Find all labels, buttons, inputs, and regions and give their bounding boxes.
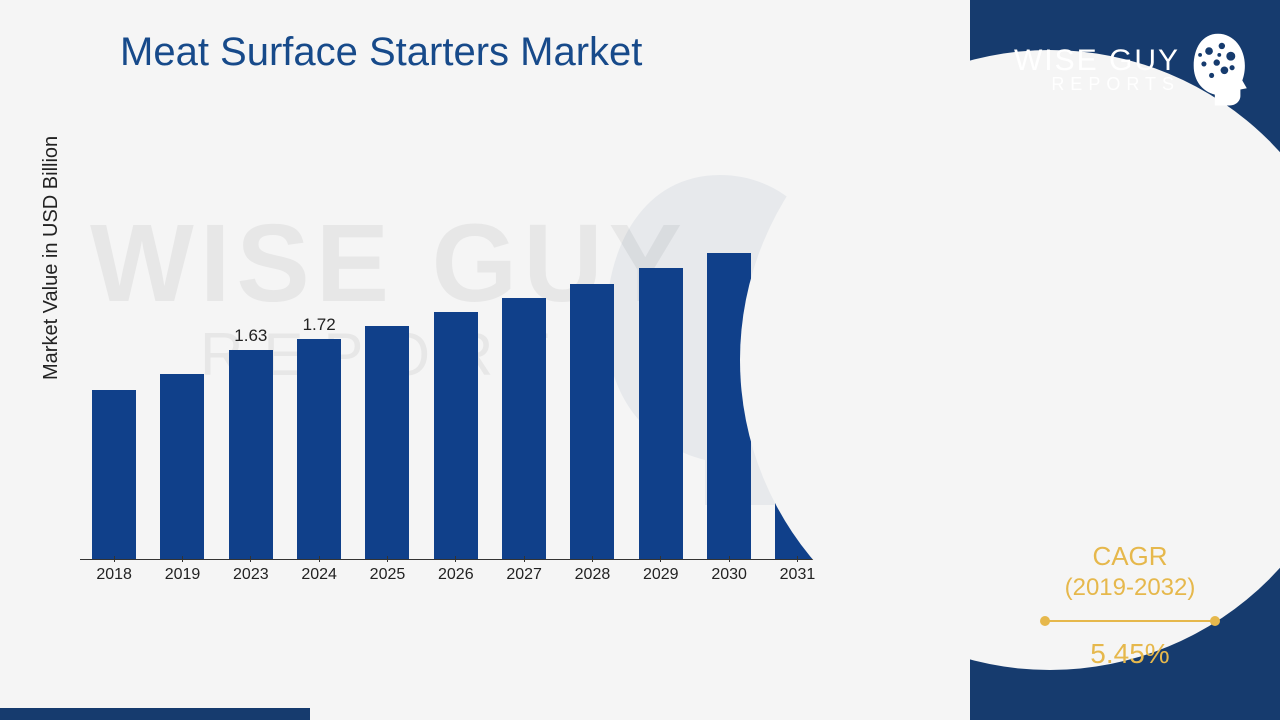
x-tick — [426, 556, 486, 562]
bar-group — [631, 244, 691, 560]
logo-text: WISE GUY REPORTS — [1014, 44, 1180, 95]
x-tick — [84, 556, 144, 562]
bar-group: 1.72 — [289, 315, 349, 560]
x-axis-label: 2029 — [631, 566, 691, 590]
bar-group — [152, 350, 212, 560]
bar-value-label: 1.63 — [234, 326, 267, 346]
bar-rect — [160, 374, 204, 560]
bar-value-label: 1.72 — [303, 315, 336, 335]
x-tick — [152, 556, 212, 562]
x-axis-label: 2027 — [494, 566, 554, 590]
y-axis-label: Market Value in USD Billion — [40, 136, 63, 380]
bar-rect — [365, 326, 409, 560]
x-tick — [631, 556, 691, 562]
bar-rect — [297, 339, 341, 560]
bottom-accent-strip — [0, 708, 310, 720]
x-tick — [494, 556, 554, 562]
bar-rect — [570, 284, 614, 560]
bar-rect — [434, 312, 478, 560]
bar-rect — [639, 268, 683, 560]
x-axis-label: 2030 — [699, 566, 759, 590]
x-axis-ticks — [80, 556, 900, 562]
x-axis-label: 2028 — [562, 566, 622, 590]
bar-group — [562, 260, 622, 560]
x-axis-label: 2025 — [357, 566, 417, 590]
cagr-range: (2019-2032) — [1020, 574, 1240, 602]
logo-sub-text: REPORTS — [1051, 74, 1180, 95]
x-axis-label: 2031 — [767, 566, 827, 590]
cagr-block: CAGR (2019-2032) 5.45% — [1020, 541, 1240, 670]
bar-rect — [92, 390, 136, 560]
x-axis-label: 2018 — [84, 566, 144, 590]
page-root: WISE GUY REPORTS Meat Surface Starters M… — [0, 0, 1280, 720]
x-axis-label: 2026 — [426, 566, 486, 590]
logo-head-icon — [1186, 30, 1250, 108]
bar-group — [426, 288, 486, 560]
logo-main-text: WISE GUY — [1014, 44, 1180, 78]
x-axis-label: 2023 — [221, 566, 281, 590]
cagr-value: 5.45% — [1020, 638, 1240, 670]
bar-group — [357, 302, 417, 560]
logo-block: WISE GUY REPORTS — [1014, 30, 1250, 108]
bar-group: 1.63 — [221, 326, 281, 560]
bar-rect — [229, 350, 273, 560]
x-axis-label: 2019 — [152, 566, 212, 590]
x-axis-labels: 2018 2019 2023 2024 2025 2026 2027 2028 2029 2030… — [80, 566, 900, 590]
x-tick — [357, 556, 417, 562]
bar-rect — [502, 298, 546, 560]
x-tick — [221, 556, 281, 562]
x-tick — [289, 556, 349, 562]
side-panel: WISE GUY REPORTS CAGR (2019-2032) 5.45% — [970, 0, 1280, 720]
x-tick — [699, 556, 759, 562]
cagr-divider-line — [1045, 620, 1215, 622]
bar-group — [84, 366, 144, 560]
bar-group — [494, 274, 554, 560]
x-tick — [562, 556, 622, 562]
cagr-label: CAGR — [1020, 541, 1240, 572]
chart-title: Meat Surface Starters Market — [120, 30, 642, 75]
x-axis-label: 2024 — [289, 566, 349, 590]
